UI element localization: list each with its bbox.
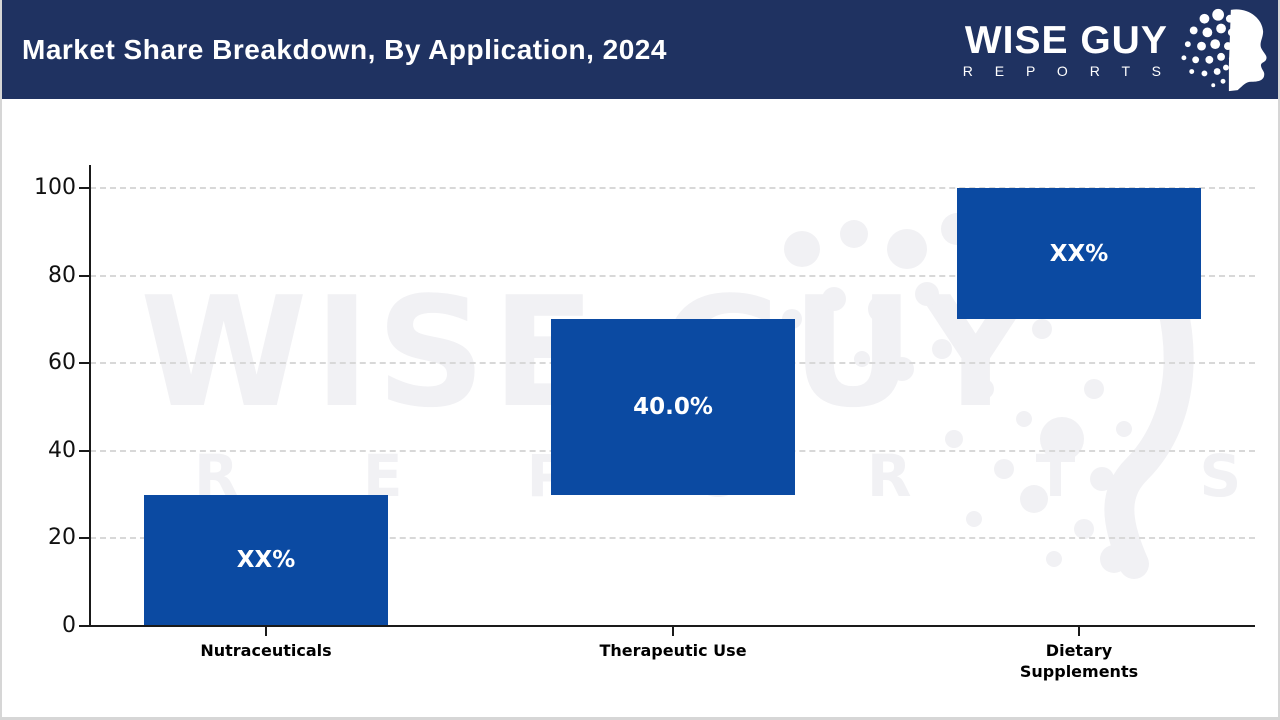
y-tick-label: 0 [62,613,76,638]
x-category-label: Dietary Supplements [1019,641,1139,681]
bar-value-label: XX% [236,547,296,574]
bar-value-label: XX% [1049,240,1109,267]
y-tick-label: 40 [48,437,76,463]
bar-therapeutic-use: 40.0% [551,319,795,495]
wiseguy-face-icon [1181,8,1267,91]
page-title: Market Share Breakdown, By Application, … [22,33,667,65]
y-tick-mark [79,537,89,540]
y-tick-label: 20 [48,525,76,551]
y-tick-label: 100 [34,175,76,200]
header-bar: Market Share Breakdown, By Application, … [2,0,1278,99]
y-tick-label: 80 [48,262,76,288]
x-category-label: Therapeutic Use [599,641,747,660]
y-tick-label: 60 [48,350,76,376]
x-axis-line [89,625,1255,627]
gridline [90,537,1255,540]
y-tick-mark [79,274,89,277]
wiseguy-logo-text: WISE GUY R E P O R T S [962,18,1170,79]
bar-nutraceuticals: XX% [144,494,388,626]
y-tick-mark [79,187,89,189]
bar-value-label: 40.0% [633,393,713,420]
logo-subtitle: R E P O R T S [962,62,1170,79]
logo-wordmark: WISE GUY [964,18,1168,62]
bar-dietary-supplements: XX% [957,188,1201,320]
gridline [90,187,1255,189]
x-category-label: Nutraceuticals [200,641,332,660]
x-tick-mark [672,627,674,636]
y-axis-line [89,165,91,627]
x-tick-mark [265,627,267,636]
y-tick-mark [79,625,89,627]
y-tick-mark [79,362,89,365]
wiseguy-logo: WISE GUY R E P O R T S [963,6,1274,94]
y-tick-mark [79,449,89,452]
gridline [90,274,1255,277]
x-tick-mark [1078,627,1080,636]
